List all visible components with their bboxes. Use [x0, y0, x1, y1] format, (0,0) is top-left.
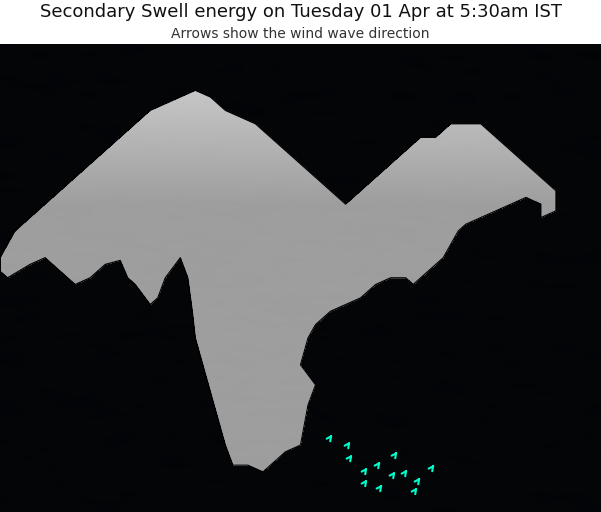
Text: Arrows show the wind wave direction: Arrows show the wind wave direction: [171, 27, 430, 41]
Text: Secondary Swell energy on Tuesday 01 Apr at 5:30am IST: Secondary Swell energy on Tuesday 01 Apr…: [40, 3, 561, 21]
